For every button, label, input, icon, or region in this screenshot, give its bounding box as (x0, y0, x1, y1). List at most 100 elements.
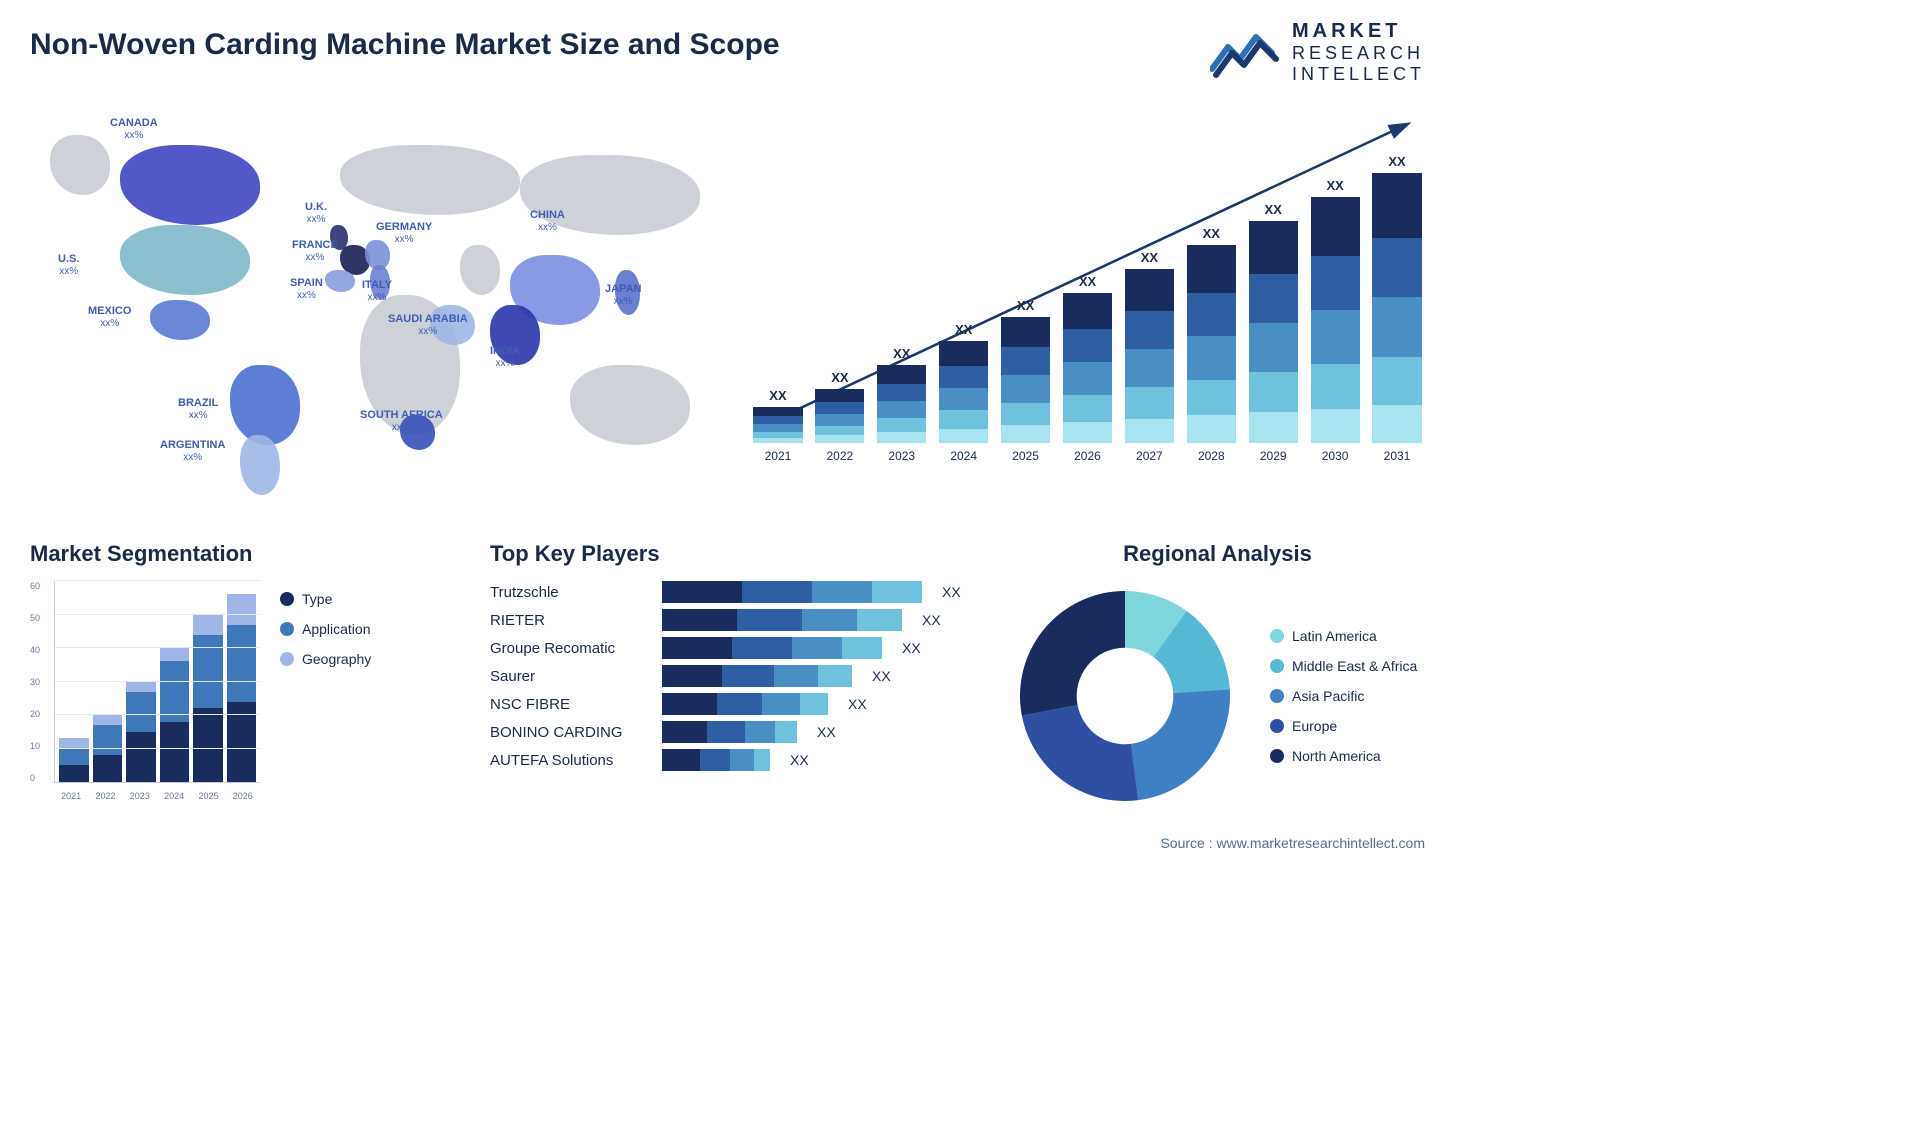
year-label: 2027 (1136, 449, 1163, 463)
player-bar-segment (818, 665, 852, 687)
legend-label: Geography (302, 651, 371, 667)
seg-x-label: 2026 (226, 791, 260, 801)
seg-bar (227, 594, 257, 782)
year-label: 2021 (765, 449, 792, 463)
seg-bar-segment (160, 661, 190, 721)
seg-x-axis: 202120222023202420252026 (54, 791, 260, 801)
year-column: XX2022 (812, 370, 868, 463)
bar-segment (939, 410, 988, 428)
bar-value-label: XX (1017, 298, 1034, 313)
player-row: AUTEFA SolutionsXX (490, 749, 970, 771)
logo-line1: MARKET (1292, 20, 1425, 43)
bar-segment (815, 389, 864, 402)
year-column: XX2030 (1307, 178, 1363, 463)
legend-item: Geography (280, 651, 371, 667)
bar-segment (815, 435, 864, 443)
bar-stack (939, 341, 988, 443)
bar-segment (1311, 310, 1360, 364)
map-landmass (340, 145, 520, 215)
player-bar-segment (842, 637, 882, 659)
map-country-label: CANADAxx% (110, 117, 158, 142)
bar-segment (1311, 256, 1360, 310)
segmentation-chart: 0102030405060 202120222023202420252026 (30, 581, 260, 801)
legend-swatch (1270, 689, 1284, 703)
seg-bar (193, 615, 223, 783)
gridline (55, 714, 260, 715)
player-row: NSC FIBREXX (490, 693, 970, 715)
y-tick-label: 10 (30, 741, 52, 751)
year-label: 2025 (1012, 449, 1039, 463)
bar-segment (877, 365, 926, 384)
player-bar-segment (800, 693, 828, 715)
page-title: Non-Woven Carding Machine Market Size an… (30, 28, 780, 62)
bar-stack (1001, 317, 1050, 443)
bar-stack (1372, 173, 1421, 443)
map-country-shape (230, 365, 300, 445)
player-bar-segment (707, 721, 745, 743)
player-bar-segment (662, 749, 700, 771)
bar-segment (1311, 409, 1360, 443)
map-country-shape (120, 145, 260, 225)
player-bar-segment (732, 637, 792, 659)
legend-label: North America (1292, 748, 1381, 764)
y-tick-label: 50 (30, 613, 52, 623)
player-bar-segment (662, 637, 732, 659)
donut-svg (1010, 581, 1240, 811)
player-value-label: XX (817, 724, 836, 740)
bar-segment (1001, 375, 1050, 403)
player-bar-segment (662, 665, 722, 687)
bar-segment (1125, 387, 1174, 418)
player-value-label: XX (872, 668, 891, 684)
bar-segment (1372, 238, 1421, 297)
legend-item: Application (280, 621, 371, 637)
player-bar-segment (742, 581, 812, 603)
legend-swatch (1270, 629, 1284, 643)
logo-line3: INTELLECT (1292, 64, 1425, 85)
player-bar (662, 581, 922, 603)
player-bar-segment (700, 749, 730, 771)
bar-stack (753, 407, 802, 443)
gridline (55, 614, 260, 615)
seg-x-label: 2024 (157, 791, 191, 801)
year-column: XX2024 (936, 322, 992, 463)
bar-segment (1125, 269, 1174, 311)
bar-segment (1187, 380, 1236, 416)
player-name: NSC FIBRE (490, 696, 650, 713)
bar-stack (1063, 293, 1112, 443)
gridline (55, 681, 260, 682)
bar-segment (1001, 403, 1050, 426)
player-bar-segment (792, 637, 842, 659)
player-row: RIETERXX (490, 609, 970, 631)
legend-swatch (280, 652, 294, 666)
bar-segment (939, 341, 988, 365)
bar-segment (1063, 395, 1112, 422)
player-value-label: XX (902, 640, 921, 656)
seg-x-label: 2025 (191, 791, 225, 801)
bar-segment (1001, 347, 1050, 375)
regional-donut (1010, 581, 1240, 811)
player-bar (662, 749, 770, 771)
player-bar-segment (802, 609, 857, 631)
year-column: XX2026 (1060, 274, 1116, 463)
legend-label: Europe (1292, 718, 1337, 734)
player-bar-segment (662, 693, 717, 715)
player-value-label: XX (922, 612, 941, 628)
gridline (55, 748, 260, 749)
legend-label: Type (302, 591, 332, 607)
bar-segment (1001, 425, 1050, 443)
legend-swatch (280, 592, 294, 606)
map-country-label: U.K.xx% (305, 201, 327, 226)
player-bar-segment (737, 609, 802, 631)
year-label: 2024 (950, 449, 977, 463)
map-country-shape (325, 270, 355, 292)
seg-bar-segment (93, 755, 123, 782)
players-title: Top Key Players (490, 541, 970, 567)
segmentation-title: Market Segmentation (30, 541, 450, 567)
player-bar (662, 609, 902, 631)
player-bar (662, 721, 797, 743)
player-bar-segment (774, 665, 818, 687)
y-tick-label: 0 (30, 773, 52, 783)
map-country-shape (150, 300, 210, 340)
bar-segment (1311, 364, 1360, 408)
seg-bar-segment (126, 682, 156, 692)
